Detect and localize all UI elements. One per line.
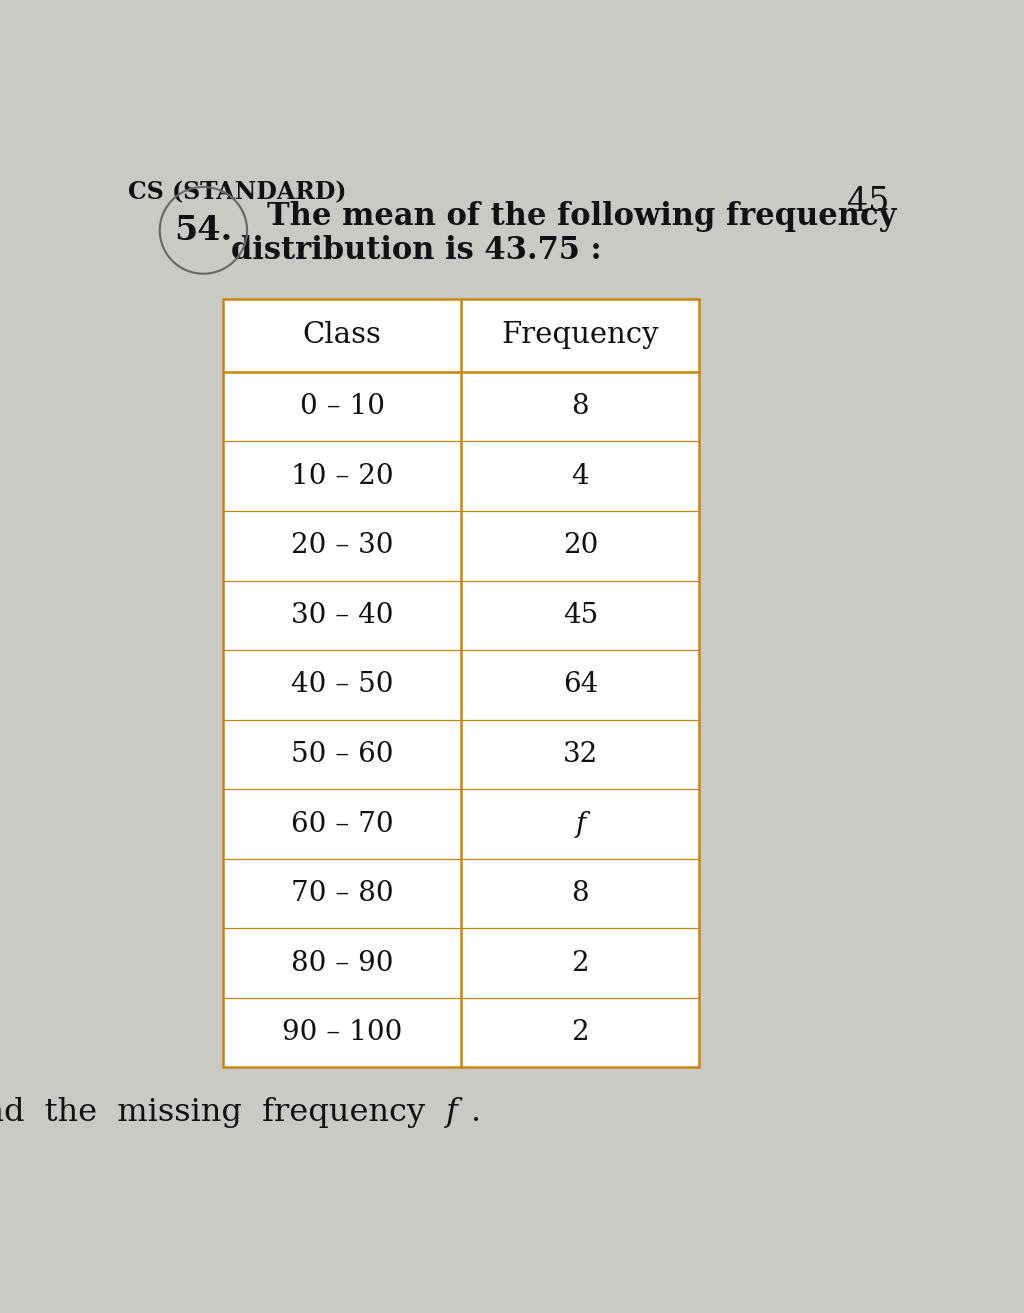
- Text: 90 – 100: 90 – 100: [282, 1019, 402, 1046]
- Text: 20 – 30: 20 – 30: [291, 532, 393, 559]
- Text: 8: 8: [571, 880, 589, 907]
- Text: f: f: [446, 1098, 458, 1128]
- Text: The mean of the following frequency: The mean of the following frequency: [267, 201, 896, 231]
- Text: 50 – 60: 50 – 60: [291, 741, 393, 768]
- Text: Class: Class: [303, 322, 382, 349]
- Text: f: f: [575, 810, 586, 838]
- Text: 32: 32: [563, 741, 598, 768]
- Text: 70 – 80: 70 – 80: [291, 880, 393, 907]
- Text: Frequency: Frequency: [502, 322, 659, 349]
- Text: 45: 45: [563, 601, 598, 629]
- Text: 20: 20: [562, 532, 598, 559]
- Text: CS (STANDARD): CS (STANDARD): [128, 180, 346, 204]
- Text: 2: 2: [571, 949, 589, 977]
- Text: 8: 8: [571, 393, 589, 420]
- Text: 64: 64: [563, 671, 598, 699]
- Text: Find  the  missing  frequency: Find the missing frequency: [0, 1098, 445, 1128]
- Text: 10 – 20: 10 – 20: [291, 462, 393, 490]
- Text: 0 – 10: 0 – 10: [300, 393, 385, 420]
- Bar: [223, 299, 699, 1067]
- Text: 54.: 54.: [174, 214, 232, 247]
- Text: .: .: [471, 1098, 481, 1128]
- Text: 60 – 70: 60 – 70: [291, 810, 393, 838]
- Text: 40 – 50: 40 – 50: [291, 671, 393, 699]
- Text: 4: 4: [571, 462, 589, 490]
- Text: 30 – 40: 30 – 40: [291, 601, 393, 629]
- Text: 2: 2: [571, 1019, 589, 1046]
- Text: 80 – 90: 80 – 90: [291, 949, 393, 977]
- Text: distribution is 43.75 :: distribution is 43.75 :: [231, 235, 602, 267]
- Text: 45: 45: [847, 186, 890, 218]
